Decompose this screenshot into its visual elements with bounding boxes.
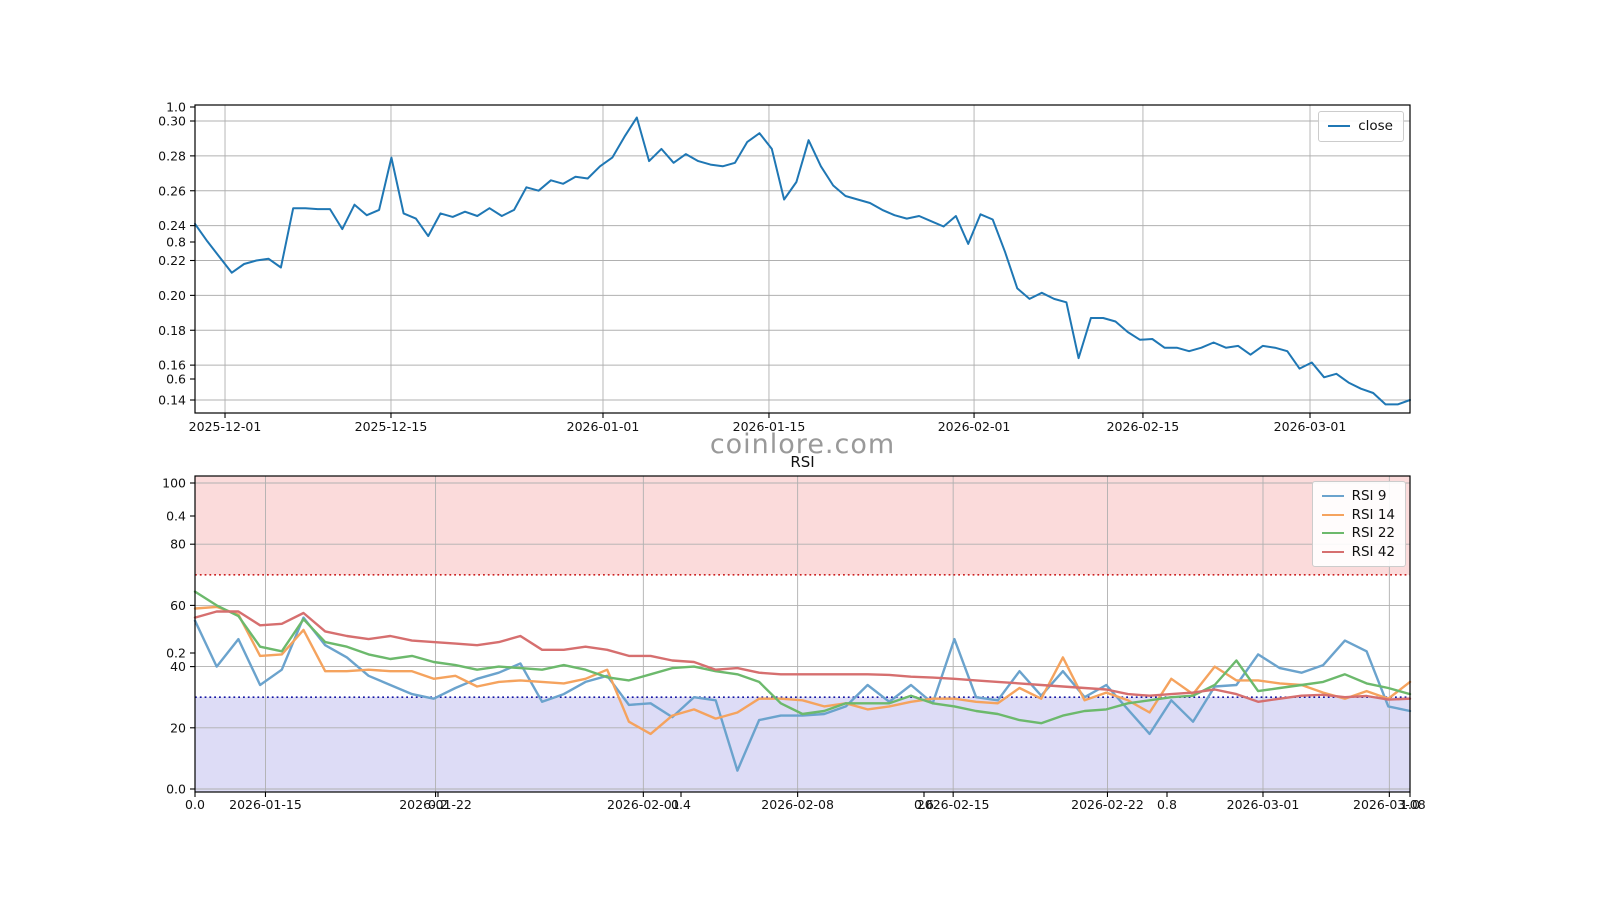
y2-tick-label: 1.0 <box>166 100 186 115</box>
x-tick-label: 2026-02-01 <box>938 419 1011 434</box>
rsi-series-rsi-22 <box>193 590 1412 725</box>
y-tick-label: 0.26 <box>158 183 186 198</box>
y-tick-label: 0.30 <box>158 114 186 129</box>
x2-tick-label: 0.6 <box>914 797 934 812</box>
price-series-close <box>194 116 1411 406</box>
y-tick-label: 0.20 <box>158 288 186 303</box>
y-tick-label: 0.24 <box>158 218 186 233</box>
x-tick-label: 2026-03-08 <box>1353 797 1426 812</box>
y2-tick-label: 0.8 <box>166 235 186 250</box>
y-tick-label: 20 <box>170 720 186 735</box>
legend-item-label: close <box>1358 118 1393 134</box>
x2-tick-label: 0.0 <box>185 797 205 812</box>
legend-item: RSI 42 <box>1321 543 1395 562</box>
rsi-series-rsi-14 <box>193 605 1412 736</box>
price-chart-legend: close <box>1318 111 1404 142</box>
y-tick-label: 0.0 <box>166 782 186 797</box>
x-tick-label: 2026-01-15 <box>229 797 302 812</box>
x-tick-label: 2026-02-01 <box>607 797 680 812</box>
y-tick-label: 40 <box>170 659 186 674</box>
legend-item: close <box>1328 117 1393 136</box>
x-tick-label: 2026-01-15 <box>733 419 806 434</box>
x-tick-label: 2026-01-22 <box>399 797 472 812</box>
x-tick-label: 2026-03-01 <box>1227 797 1300 812</box>
x2-tick-label: 0.2 <box>428 797 448 812</box>
legend-item-label: RSI 14 <box>1351 506 1395 523</box>
y-tick-label: 0.14 <box>158 393 186 408</box>
rsi-band <box>195 476 1410 575</box>
legend-line-swatch-icon <box>1321 532 1344 535</box>
y-tick-label: 60 <box>170 598 186 613</box>
x2-tick-label: 0.4 <box>671 797 691 812</box>
y2-tick-label: 0.6 <box>166 372 186 387</box>
x-tick-label: 2025-12-01 <box>189 419 262 434</box>
legend-item: RSI 22 <box>1321 524 1395 543</box>
y-tick-label: 0.22 <box>158 253 186 268</box>
legend-item: RSI 14 <box>1321 506 1395 525</box>
legend-item: RSI 9 <box>1321 487 1395 506</box>
y-tick-label: 0.28 <box>158 148 186 163</box>
legend-line-swatch-icon <box>1328 125 1351 128</box>
legend-line-swatch-icon <box>1321 513 1344 516</box>
price-frame <box>194 104 1411 414</box>
y-tick-label: 0.18 <box>158 323 186 338</box>
rsi-series-rsi-42 <box>193 610 1412 703</box>
rsi-band <box>195 697 1410 792</box>
x-tick-label: 2025-12-15 <box>355 419 428 434</box>
x-tick-label: 2026-02-15 <box>1107 419 1180 434</box>
y-tick-label: 0.16 <box>158 358 186 373</box>
y2-tick-label: 0.2 <box>166 646 186 661</box>
rsi-chart-legend: RSI 9 RSI 14 RSI 22 RSI 42 <box>1311 481 1406 567</box>
rsi-series-rsi-9 <box>193 616 1412 772</box>
rsi-frame <box>194 475 1411 793</box>
legend-item-label: RSI 22 <box>1351 525 1395 541</box>
x2-tick-label: 1.0 <box>1400 797 1420 812</box>
legend-item-label: RSI 42 <box>1351 543 1395 560</box>
x-tick-label: 2026-02-15 <box>917 797 990 812</box>
legend-line-swatch-icon <box>1321 550 1344 553</box>
x-tick-label: 2026-01-01 <box>567 419 640 434</box>
legend-item-label: RSI 9 <box>1351 488 1387 504</box>
y-tick-label: 100 <box>162 476 186 491</box>
x-tick-label: 2026-02-08 <box>761 797 834 812</box>
y-tick-label: 80 <box>170 537 186 552</box>
y2-tick-label: 0.4 <box>166 509 186 524</box>
x-tick-label: 2026-02-22 <box>1071 797 1144 812</box>
x-tick-label: 2026-03-01 <box>1274 419 1347 434</box>
legend-line-swatch-icon <box>1321 495 1344 498</box>
x2-tick-label: 0.8 <box>1157 797 1177 812</box>
